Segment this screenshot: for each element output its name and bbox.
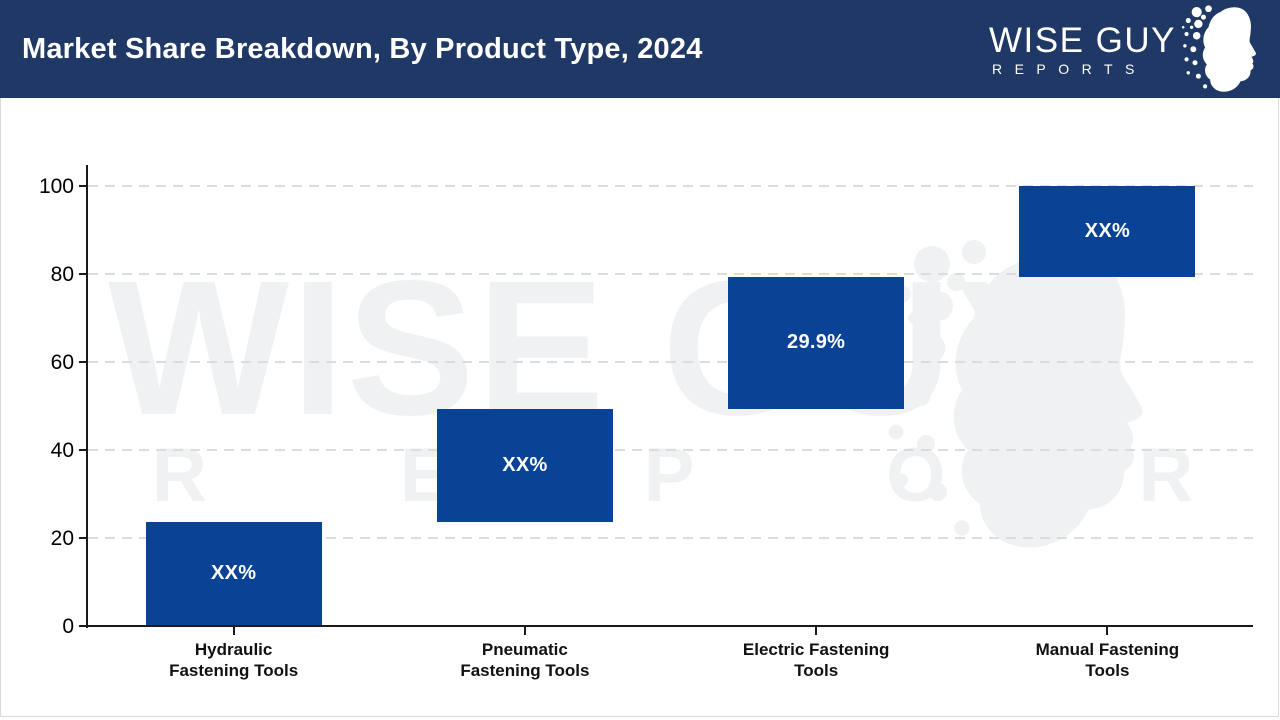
- bar-segment: 29.9%: [728, 277, 905, 409]
- y-tick-label-60: 60: [50, 351, 74, 374]
- bar-segment: XX%: [1019, 186, 1196, 278]
- y-tick-label-20: 20: [50, 527, 74, 550]
- x-axis-line: [86, 625, 1253, 627]
- x-tick: [815, 627, 818, 635]
- x-tick: [523, 627, 526, 635]
- y-tick-80: [79, 273, 87, 275]
- y-tick-60: [79, 361, 87, 363]
- y-tick-label-80: 80: [50, 263, 74, 286]
- y-tick-label-40: 40: [50, 439, 74, 462]
- page-title: Market Share Breakdown, By Product Type,…: [22, 32, 703, 65]
- x-category-line: Hydraulic: [194, 640, 273, 659]
- gridline-60: [88, 361, 1253, 363]
- header-bar: Market Share Breakdown, By Product Type,…: [0, 0, 1280, 98]
- gridline-20: [88, 537, 1253, 539]
- watermark-head-icon: [879, 240, 1143, 548]
- bar-value-label: XX%: [1084, 220, 1131, 243]
- brand-logo: WISE GUY REPORTS: [989, 0, 1280, 99]
- x-category-line: Fastening Tools: [460, 661, 590, 680]
- x-category-line: Tools: [1085, 661, 1130, 680]
- x-category-label: Manual Fastening Tools: [977, 639, 1237, 681]
- y-tick-label-0: 0: [62, 615, 74, 638]
- x-tick: [232, 627, 235, 635]
- x-category-line: Electric Fastening: [742, 640, 890, 659]
- bar-segment: XX%: [436, 408, 613, 522]
- brand-wordmark: WISE GUY REPORTS: [988, 20, 1176, 77]
- gridline-40: [88, 449, 1253, 451]
- y-axis-line: [86, 165, 88, 628]
- bar-value-label: 29.9%: [787, 331, 846, 354]
- y-tick-40: [79, 449, 87, 451]
- y-tick-20: [79, 537, 87, 539]
- gridline-100: [88, 185, 1253, 187]
- x-category-line: Manual Fastening: [1035, 640, 1180, 659]
- y-tick-0: [79, 625, 87, 627]
- bar-segment: XX%: [145, 521, 322, 626]
- y-tick-label-100: 100: [38, 175, 74, 198]
- gridline-80: [88, 273, 1253, 275]
- x-category-label: Pneumatic Fastening Tools: [395, 639, 655, 681]
- x-category-label: Hydraulic Fastening Tools: [104, 639, 364, 681]
- x-category-line: Pneumatic: [481, 640, 568, 659]
- y-tick-100: [79, 185, 87, 187]
- x-tick: [1106, 627, 1109, 635]
- x-category-line: Fastening Tools: [169, 661, 299, 680]
- x-category-label: Electric Fastening Tools: [686, 639, 946, 681]
- x-category-line: Tools: [794, 661, 839, 680]
- bar-value-label: XX%: [502, 453, 548, 476]
- bar-value-label: XX%: [210, 562, 257, 585]
- brand-head-icon: [1181, 4, 1256, 92]
